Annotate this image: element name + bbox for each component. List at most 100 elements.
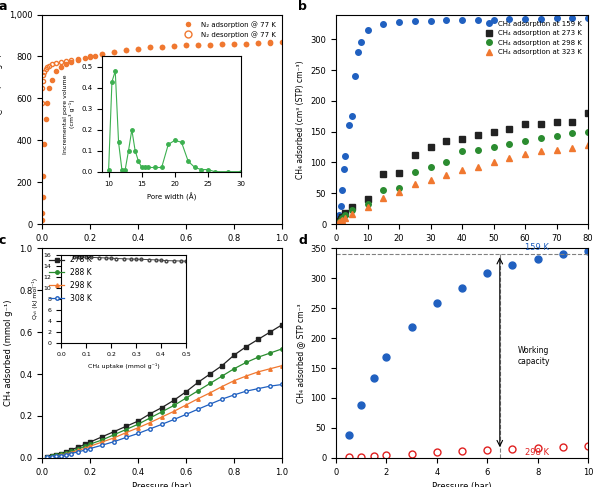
Text: b: b <box>298 0 307 14</box>
159 K <box>370 375 377 381</box>
298 K <box>110 435 118 441</box>
298 K <box>58 452 65 458</box>
298 K <box>82 445 89 451</box>
CH₄ adsorption at 159 K <box>395 19 403 25</box>
CH₄ adsorption at 298 K <box>458 149 466 154</box>
CH₄ adsorption at 159 K <box>335 212 343 218</box>
CH₄ adsorption at 159 K <box>348 113 355 119</box>
278 K <box>206 371 214 377</box>
288 K <box>230 366 238 372</box>
308 K <box>206 401 214 407</box>
278 K <box>158 405 166 411</box>
X-axis label: Pressure (bar): Pressure (bar) <box>132 482 192 487</box>
CH₄ adsorption at 298 K <box>334 220 341 225</box>
308 K <box>67 450 74 456</box>
298 K <box>559 444 566 450</box>
CH₄ adsorption at 323 K <box>584 142 592 148</box>
CH₄ adsorption at 159 K <box>340 166 347 171</box>
CH₄ adsorption at 273 K <box>335 218 343 224</box>
Line: 159 K: 159 K <box>345 248 592 438</box>
CH₄ adsorption at 298 K <box>364 202 371 207</box>
CH₄ adsorption at 159 K <box>411 18 418 24</box>
159 K <box>484 271 491 277</box>
278 K <box>82 441 89 447</box>
298 K <box>383 452 390 458</box>
298 K <box>134 425 142 431</box>
CH₄ adsorption at 323 K <box>364 204 371 210</box>
308 K <box>122 434 130 440</box>
CH₄ adsorption at 273 K <box>427 144 434 150</box>
CH₄ adsorption at 298 K <box>521 138 529 144</box>
298 K <box>345 454 352 460</box>
308 K <box>146 426 154 432</box>
298 K <box>74 448 82 453</box>
CH₄ adsorption at 298 K <box>395 186 403 191</box>
288 K <box>74 446 82 452</box>
159 K <box>408 324 415 330</box>
CH₄ adsorption at 323 K <box>335 219 343 225</box>
278 K <box>67 447 74 453</box>
288 K <box>182 395 190 401</box>
288 K <box>170 402 178 408</box>
288 K <box>254 355 262 360</box>
Y-axis label: CH₄ adsorbed (cm³ (STP) cm⁻³): CH₄ adsorbed (cm³ (STP) cm⁻³) <box>296 60 305 179</box>
Text: 298 K: 298 K <box>525 448 549 457</box>
308 K <box>110 439 118 445</box>
CH₄ adsorption at 298 K <box>584 129 592 134</box>
CH₄ adsorption at 159 K <box>334 218 341 224</box>
CH₄ adsorption at 159 K <box>458 17 466 23</box>
298 K <box>43 454 50 460</box>
298 K <box>146 420 154 426</box>
CH₄ adsorption at 298 K <box>427 165 434 170</box>
Y-axis label: CH₄ adsorbed @ STP cm⁻³: CH₄ adsorbed @ STP cm⁻³ <box>296 303 305 403</box>
308 K <box>194 406 202 412</box>
288 K <box>98 437 106 443</box>
278 K <box>266 329 274 335</box>
278 K <box>218 363 226 369</box>
288 K <box>67 449 74 454</box>
288 K <box>206 380 214 386</box>
CH₄ adsorption at 273 K <box>474 132 481 138</box>
CH₄ adsorption at 323 K <box>490 160 497 166</box>
CH₄ adsorption at 159 K <box>342 153 349 159</box>
288 K <box>53 452 60 458</box>
278 K <box>230 352 238 358</box>
298 K <box>170 409 178 414</box>
308 K <box>254 386 262 392</box>
CH₄ adsorption at 273 K <box>584 110 592 116</box>
Line: 308 K: 308 K <box>45 383 284 459</box>
CH₄ adsorption at 159 K <box>521 16 529 22</box>
288 K <box>48 453 55 459</box>
CH₄ adsorption at 323 K <box>411 181 418 187</box>
CH₄ adsorption at 159 K <box>474 17 481 22</box>
159 K <box>383 355 390 360</box>
159 K <box>559 251 566 257</box>
159 K <box>584 248 592 254</box>
288 K <box>146 415 154 421</box>
298 K <box>158 414 166 420</box>
Y-axis label: Volume adsorbed @ STP (cm³ g⁻¹): Volume adsorbed @ STP (cm³ g⁻¹) <box>0 54 3 185</box>
308 K <box>230 392 238 398</box>
CH₄ adsorption at 273 K <box>339 214 346 220</box>
298 K <box>67 450 74 455</box>
288 K <box>58 451 65 457</box>
298 K <box>484 447 491 453</box>
CH₄ adsorption at 159 K <box>427 18 434 24</box>
Text: c: c <box>0 234 6 247</box>
288 K <box>62 450 70 456</box>
CH₄ adsorption at 323 K <box>506 154 513 160</box>
CH₄ adsorption at 298 K <box>380 187 387 193</box>
CH₄ adsorption at 159 K <box>352 73 359 79</box>
CH₄ adsorption at 298 K <box>474 147 481 153</box>
Legend: N₂ adsorption @ 77 K, N₂ desorption @ 77 K: N₂ adsorption @ 77 K, N₂ desorption @ 77… <box>179 18 278 40</box>
CH₄ adsorption at 323 K <box>521 151 529 157</box>
CH₄ adsorption at 159 K <box>537 16 544 22</box>
CH₄ adsorption at 273 K <box>521 121 529 127</box>
278 K <box>134 418 142 424</box>
CH₄ adsorption at 273 K <box>537 121 544 127</box>
CH₄ adsorption at 298 K <box>348 207 355 213</box>
CH₄ adsorption at 159 K <box>337 203 344 208</box>
159 K <box>509 262 516 267</box>
CH₄ adsorption at 159 K <box>584 15 592 20</box>
288 K <box>266 350 274 356</box>
